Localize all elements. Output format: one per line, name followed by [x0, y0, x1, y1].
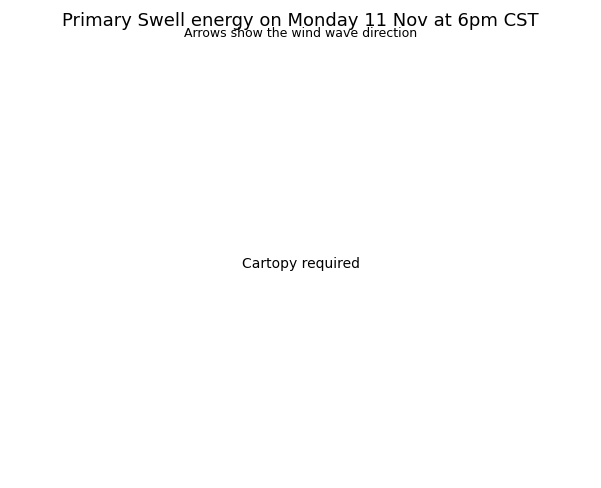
Text: Arrows show the wind wave direction: Arrows show the wind wave direction — [184, 27, 417, 40]
Text: Cartopy required: Cartopy required — [242, 257, 359, 270]
Text: Primary Swell energy on Monday 11 Nov at 6pm CST: Primary Swell energy on Monday 11 Nov at… — [62, 12, 539, 30]
